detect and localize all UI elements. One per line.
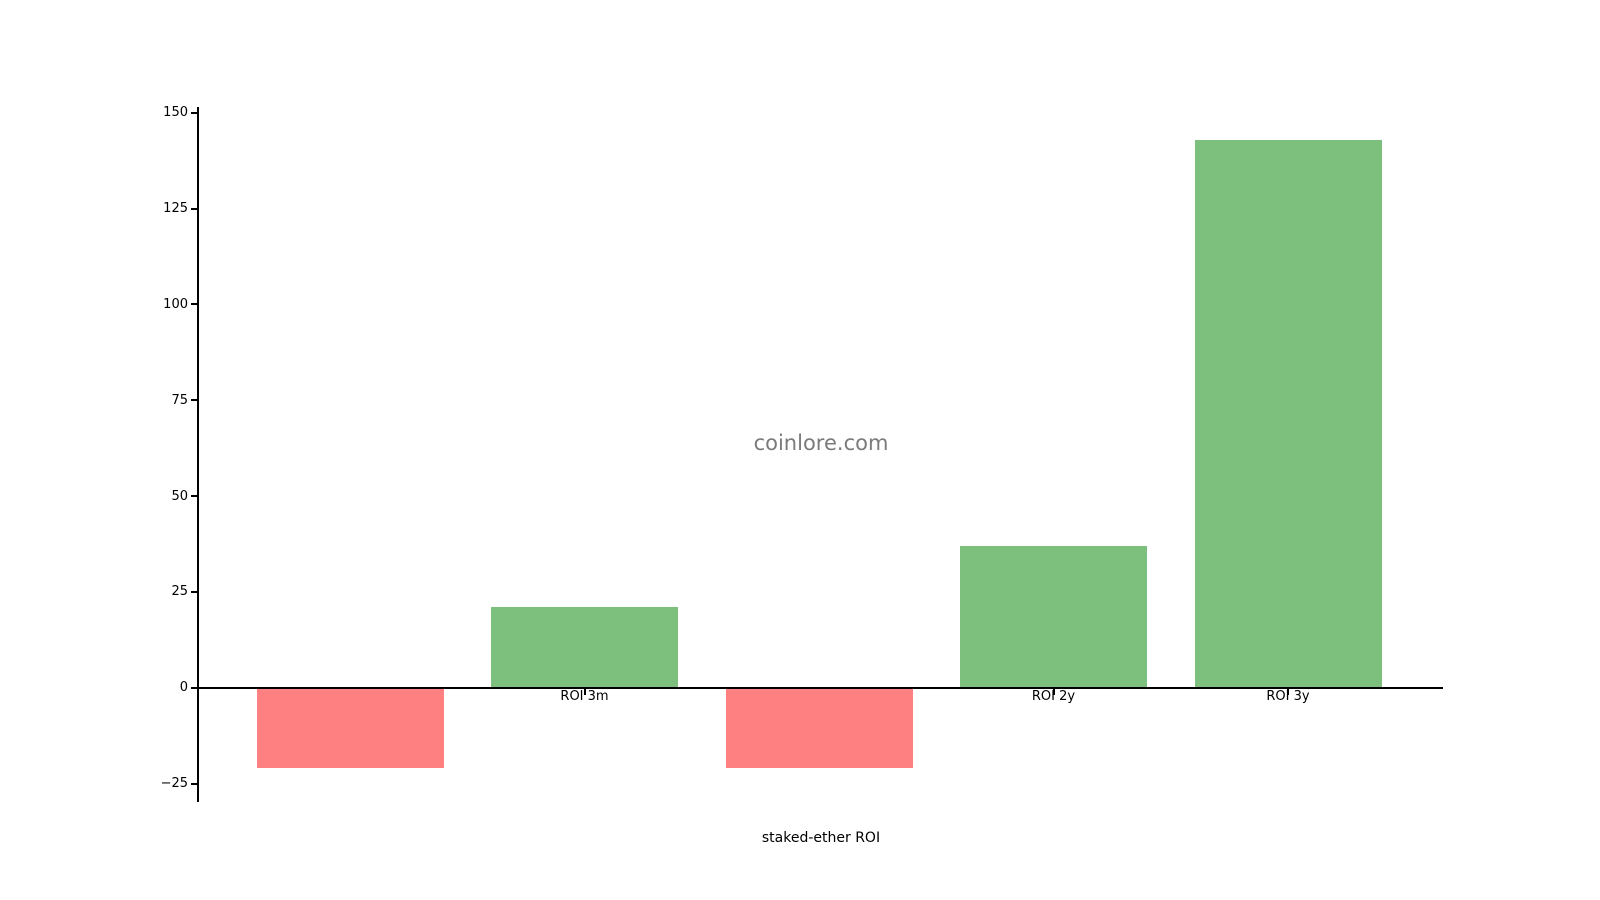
x-axis-tick [1287, 687, 1289, 695]
x-axis-tick-label: ROI 2y [1031, 688, 1076, 704]
y-axis-tick-label: 100 [163, 296, 188, 312]
y-axis-tick [191, 590, 197, 593]
y-axis-tick-label: 150 [163, 105, 188, 121]
bar-2 [725, 687, 913, 769]
bar-1 [491, 607, 678, 688]
bar-0 [256, 687, 444, 769]
y-axis-tick [191, 686, 197, 689]
y-axis-tick-label: 0 [179, 680, 188, 696]
y-axis-tick [191, 399, 197, 402]
y-axis-tick [191, 495, 197, 498]
x-axis-tick-label: ROI 3m [560, 688, 609, 704]
y-axis-tick-label: 50 [171, 488, 188, 504]
y-axis-tick [191, 303, 197, 306]
x-axis-line [197, 686, 1443, 689]
y-axis-tick [191, 782, 197, 785]
bar-3 [960, 545, 1147, 688]
y-axis-tick [191, 207, 197, 210]
y-axis-tick-label: 125 [163, 201, 188, 217]
y-axis-line [197, 107, 199, 802]
y-axis-tick-label: 75 [171, 392, 188, 408]
bar-4 [1194, 139, 1382, 688]
x-axis-tick-label: ROI 3y [1266, 688, 1310, 704]
y-axis-tick [191, 111, 197, 114]
y-axis-tick-label: −25 [160, 776, 188, 792]
chart-title: staked-ether ROI [761, 830, 881, 846]
y-axis-tick-label: 25 [171, 584, 188, 600]
x-axis-tick [1052, 687, 1055, 695]
x-axis-tick [583, 687, 586, 695]
watermark: coinlore.com [753, 431, 889, 455]
